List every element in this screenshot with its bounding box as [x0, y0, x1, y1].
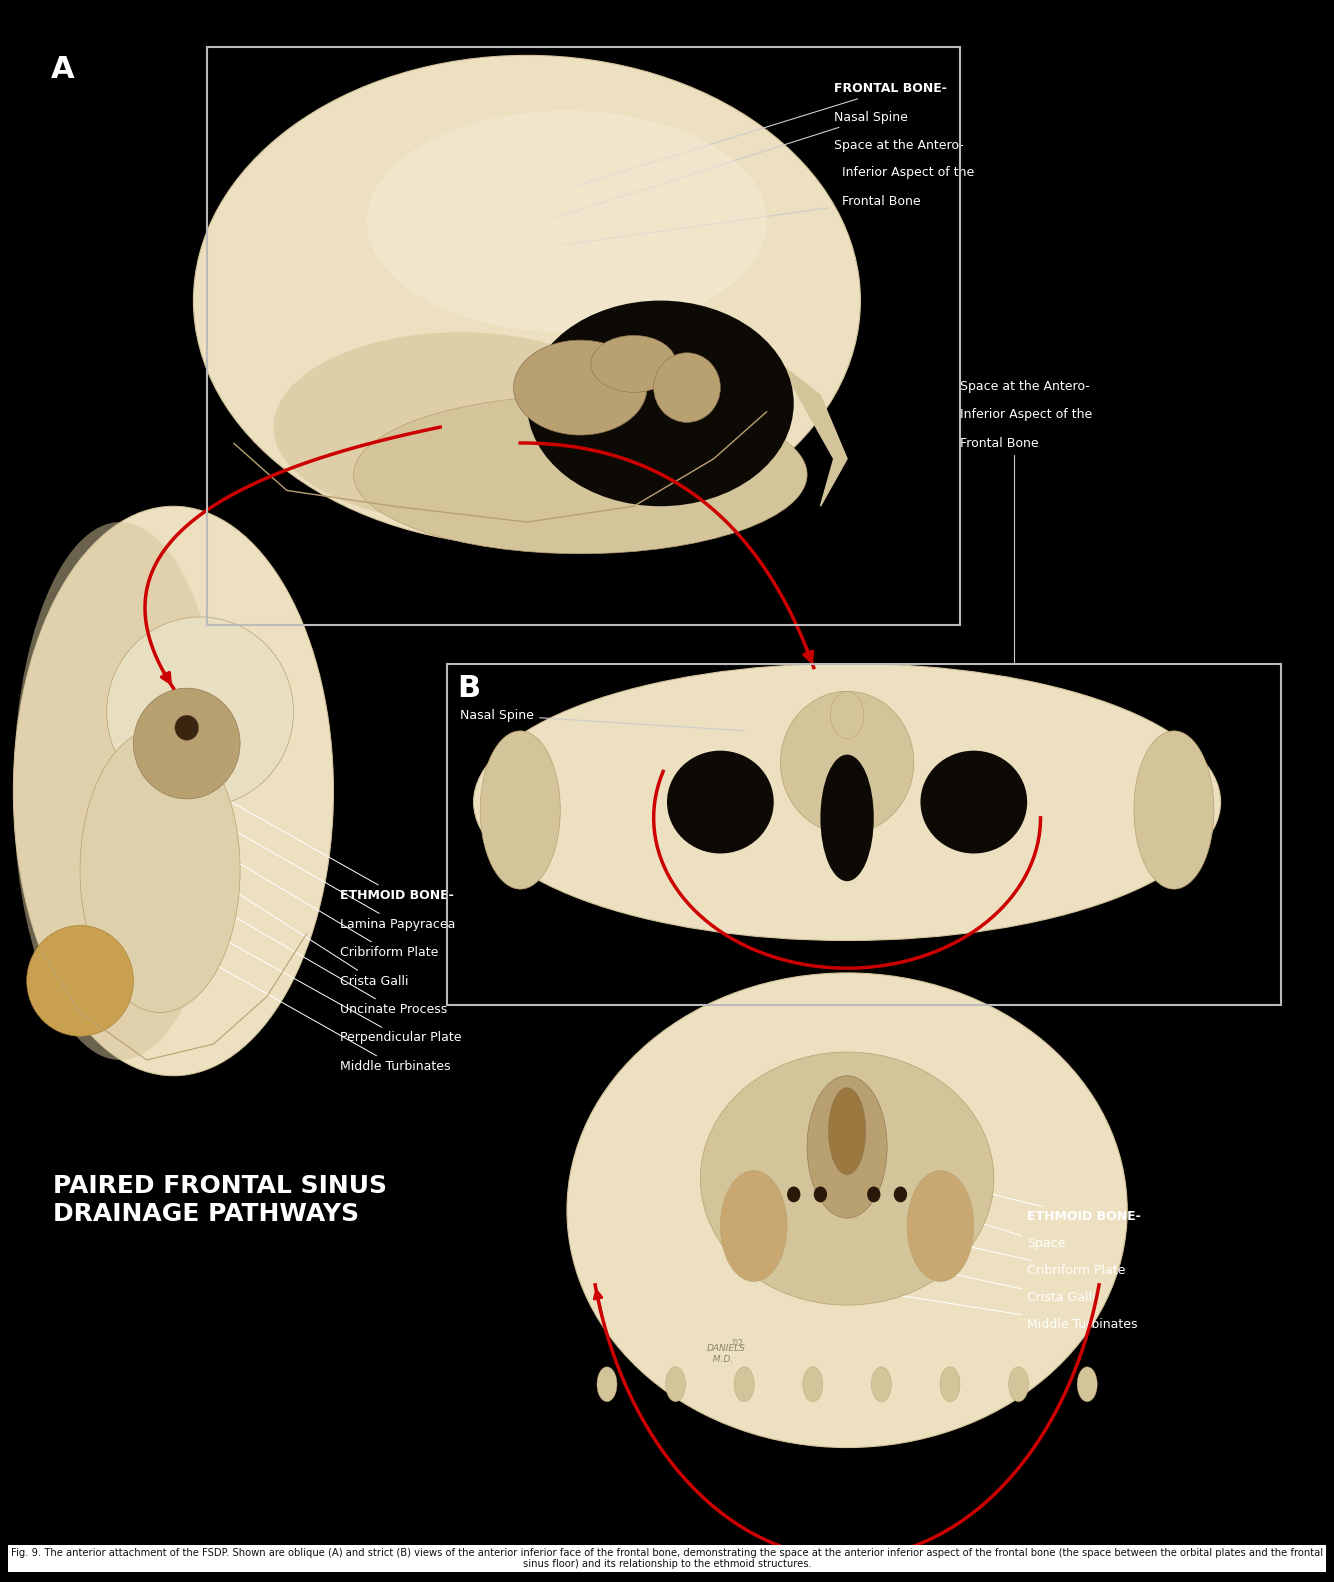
Text: Middle Turbinates: Middle Turbinates	[894, 1294, 1138, 1330]
Text: FRONTAL BONE-: FRONTAL BONE-	[576, 82, 947, 185]
Text: Inferior Aspect of the: Inferior Aspect of the	[834, 166, 974, 179]
Ellipse shape	[894, 1186, 907, 1202]
Ellipse shape	[666, 1367, 686, 1402]
Text: ETHMOID BONE-: ETHMOID BONE-	[220, 796, 454, 902]
Ellipse shape	[720, 1171, 787, 1281]
Ellipse shape	[591, 335, 676, 392]
Text: Uncinate Process: Uncinate Process	[184, 888, 447, 1016]
Ellipse shape	[175, 715, 199, 740]
Ellipse shape	[671, 756, 771, 848]
Ellipse shape	[667, 750, 774, 854]
Ellipse shape	[354, 396, 807, 554]
Text: A: A	[51, 55, 75, 84]
Text: Space at the Antero-: Space at the Antero-	[834, 139, 963, 152]
Ellipse shape	[828, 1088, 866, 1174]
Ellipse shape	[273, 332, 647, 522]
Text: Space: Space	[943, 1212, 1066, 1250]
Ellipse shape	[367, 111, 767, 332]
Text: Inferior Aspect of the: Inferior Aspect of the	[960, 408, 1093, 421]
Text: Lamina Papyracea: Lamina Papyracea	[209, 816, 455, 930]
Ellipse shape	[80, 728, 240, 1012]
Ellipse shape	[734, 1367, 754, 1402]
Ellipse shape	[13, 506, 333, 1076]
Ellipse shape	[907, 1171, 974, 1281]
Text: '02: '02	[731, 1338, 743, 1348]
Text: Frontal Bone: Frontal Bone	[960, 437, 1039, 661]
Ellipse shape	[700, 1052, 994, 1305]
Text: ETHMOID BONE-: ETHMOID BONE-	[963, 1186, 1141, 1223]
Ellipse shape	[920, 750, 1027, 854]
Text: Middle Turbinates: Middle Turbinates	[168, 938, 451, 1073]
Ellipse shape	[133, 688, 240, 799]
Ellipse shape	[567, 973, 1127, 1448]
Text: Nasal Spine: Nasal Spine	[460, 709, 744, 731]
Ellipse shape	[830, 691, 864, 739]
Ellipse shape	[787, 1186, 800, 1202]
Ellipse shape	[803, 1367, 823, 1402]
Ellipse shape	[923, 756, 1025, 848]
Ellipse shape	[940, 1367, 960, 1402]
Ellipse shape	[654, 353, 720, 422]
Polygon shape	[780, 364, 847, 506]
Ellipse shape	[13, 522, 227, 1060]
Text: Crista Galli: Crista Galli	[192, 864, 408, 987]
Text: Fig. 9. The anterior attachment of the FSDP. Shown are oblique (A) and strict (B: Fig. 9. The anterior attachment of the F…	[11, 1547, 1323, 1569]
Ellipse shape	[871, 1367, 891, 1402]
Text: Crista Galli: Crista Galli	[916, 1266, 1095, 1304]
Text: Cribriform Plate: Cribriform Plate	[930, 1237, 1126, 1277]
Text: Perpendicular Plate: Perpendicular Plate	[176, 913, 462, 1044]
Text: Cribriform Plate: Cribriform Plate	[200, 840, 439, 959]
Text: DANIELS
  M.D.: DANIELS M.D.	[707, 1345, 746, 1364]
Ellipse shape	[780, 691, 914, 834]
Ellipse shape	[527, 301, 794, 506]
Ellipse shape	[514, 340, 647, 435]
Ellipse shape	[480, 731, 560, 889]
Ellipse shape	[807, 1076, 887, 1218]
Ellipse shape	[814, 1186, 827, 1202]
Bar	[207, 47, 960, 625]
Bar	[447, 664, 1281, 1005]
Ellipse shape	[27, 925, 133, 1036]
Text: Space at the Antero-: Space at the Antero-	[960, 380, 1090, 392]
Text: PAIRED FRONTAL SINUS
DRAINAGE PATHWAYS: PAIRED FRONTAL SINUS DRAINAGE PATHWAYS	[53, 1174, 387, 1226]
Ellipse shape	[1134, 731, 1214, 889]
Ellipse shape	[1077, 1367, 1098, 1402]
Text: B: B	[458, 674, 480, 702]
Ellipse shape	[107, 617, 293, 807]
Ellipse shape	[1009, 1367, 1029, 1402]
Ellipse shape	[867, 1186, 880, 1202]
Ellipse shape	[820, 755, 874, 881]
Ellipse shape	[193, 55, 860, 546]
Text: Frontal Bone: Frontal Bone	[563, 195, 920, 245]
Ellipse shape	[474, 664, 1221, 940]
Text: Nasal Spine: Nasal Spine	[556, 111, 907, 217]
Ellipse shape	[598, 1367, 616, 1402]
